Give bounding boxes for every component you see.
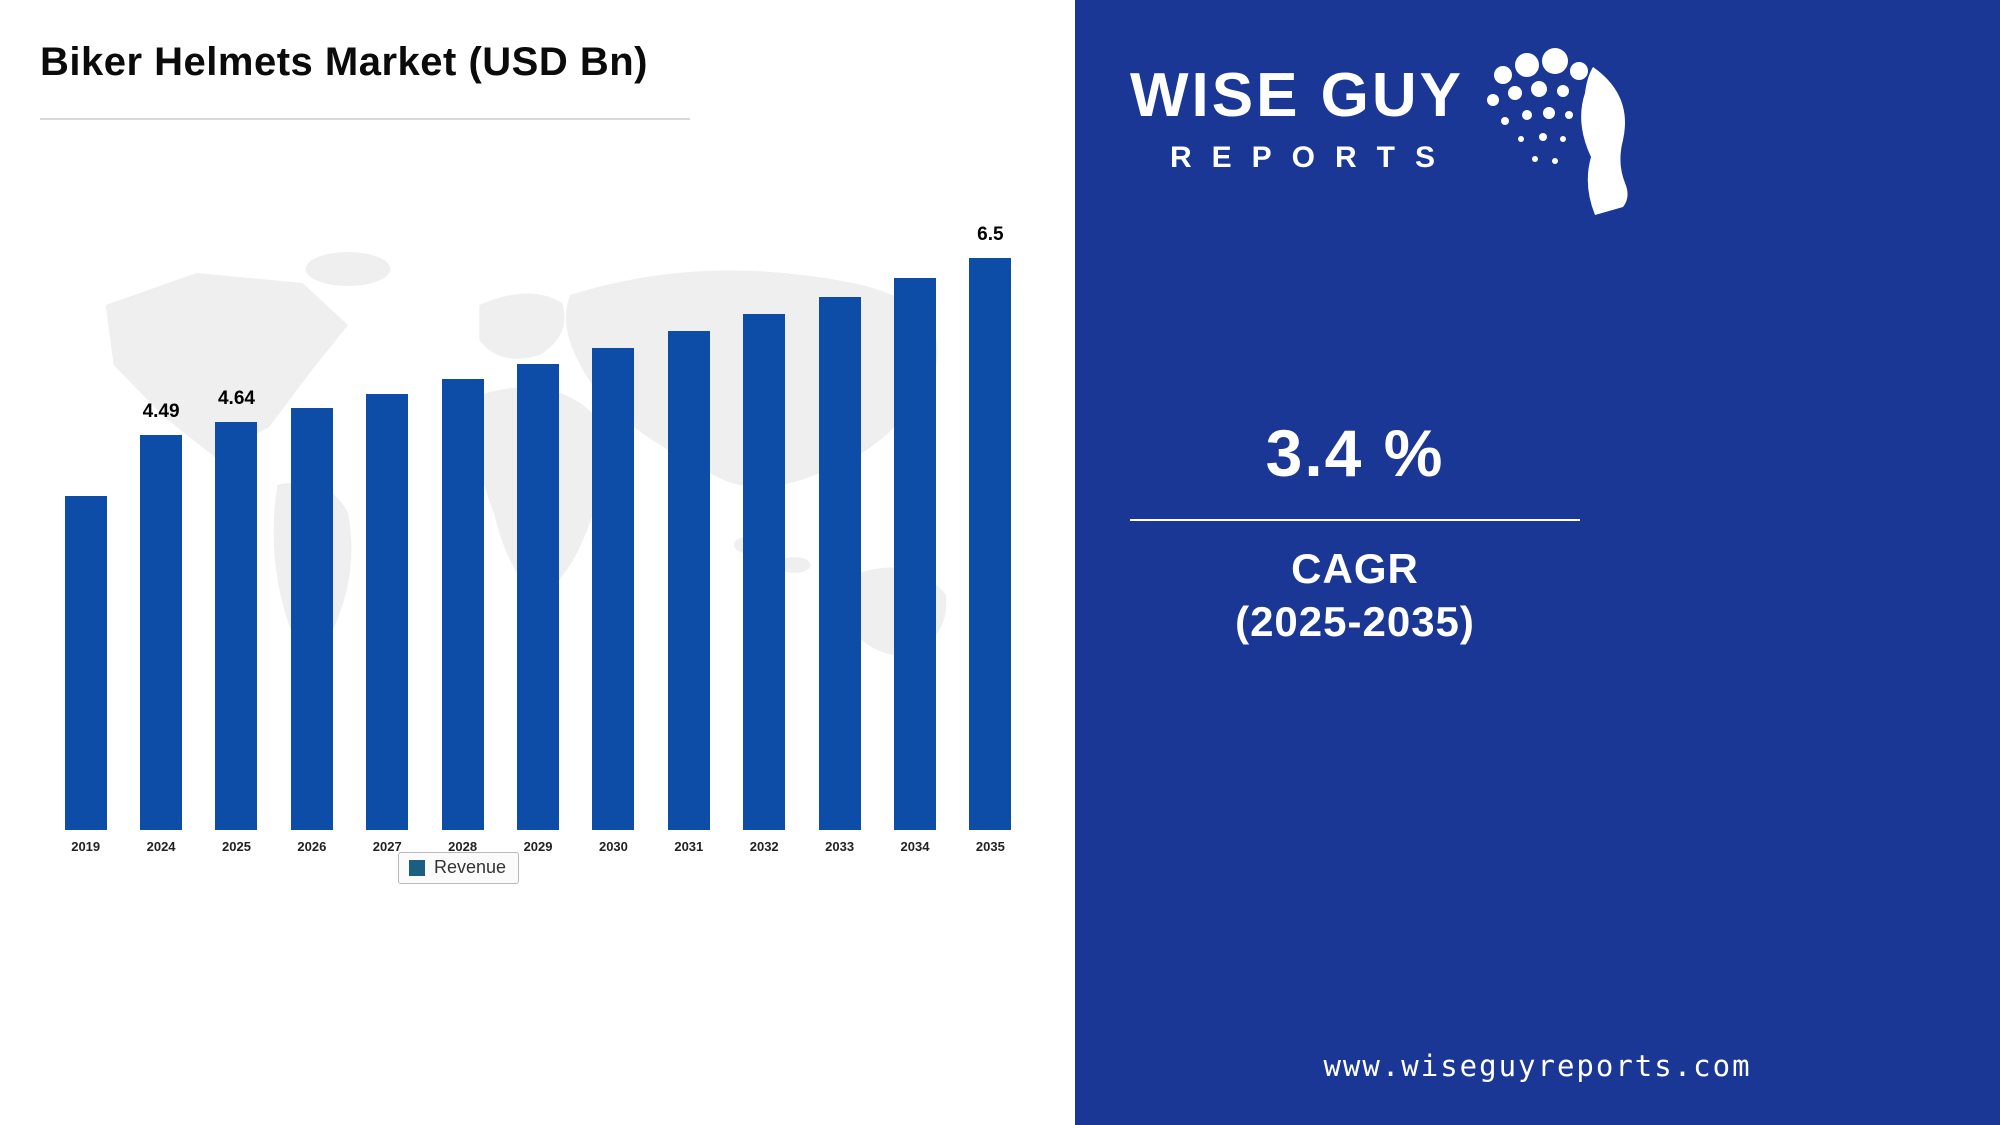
x-axis-label: 2031 — [674, 839, 704, 854]
x-axis-label: 2025 — [222, 839, 251, 854]
bar-column: 4.64 2025 — [199, 214, 274, 854]
bar-column: 2027 — [350, 214, 425, 854]
x-axis-label: 2035 — [975, 839, 1005, 854]
x-axis-label: 2024 — [146, 839, 176, 854]
revenue-bar[interactable] — [215, 422, 258, 830]
revenue-bar[interactable] — [140, 435, 183, 830]
x-axis-label: 2019 — [71, 839, 101, 854]
legend-label: Revenue — [434, 857, 507, 877]
x-axis-label: 2027 — [372, 839, 402, 854]
sidebar: WISE GUY REPORTS — [1075, 0, 2000, 1125]
title-divider — [40, 118, 690, 120]
revenue-bar[interactable] — [366, 394, 409, 830]
bar-column: 2030 — [576, 214, 651, 854]
logo-text-line1: WISE GUY — [1130, 61, 1465, 130]
revenue-bar[interactable] — [667, 331, 710, 830]
revenue-bar[interactable] — [893, 278, 936, 830]
bar-column: 2029 — [500, 214, 575, 854]
bar-value-label: 4.49 — [142, 401, 180, 422]
logo-text-line2: REPORTS — [1170, 141, 1456, 174]
chart-legend[interactable]: Revenue — [398, 852, 520, 884]
bar-value-label: 6.5 — [977, 224, 1004, 245]
revenue-bar[interactable] — [743, 314, 786, 830]
bar-column: 2019 — [48, 214, 123, 854]
x-axis-label: 2026 — [297, 839, 327, 854]
x-axis-label: 2028 — [448, 839, 478, 854]
page-title: Biker Helmets Market (USD Bn) — [40, 40, 648, 84]
bar-column: 2028 — [425, 214, 500, 854]
cagr-block: 3.4 % CAGR (2025-2035) — [1115, 415, 1595, 648]
cagr-value: 3.4 % — [1265, 416, 1445, 490]
x-axis-label: 2029 — [523, 839, 553, 854]
cagr-label: CAGR — [1291, 545, 1419, 592]
bar-column: 2033 — [802, 214, 877, 854]
x-axis-label: 2032 — [749, 839, 779, 854]
chart-panel: Biker Helmets Market (USD Bn) 2019 4.49 20… — [40, 40, 1028, 884]
logo-head-dots-icon — [1487, 48, 1628, 215]
revenue-bar[interactable] — [592, 348, 635, 830]
revenue-bar[interactable] — [818, 297, 861, 830]
revenue-bar[interactable] — [290, 408, 333, 830]
x-axis-label: 2033 — [825, 839, 855, 854]
bar-value-label: 4.64 — [217, 388, 255, 409]
legend-swatch — [409, 859, 425, 876]
bar-column: 2032 — [727, 214, 802, 854]
revenue-bar[interactable] — [64, 496, 107, 830]
cagr-divider — [1130, 519, 1580, 521]
bar-column: 2034 — [877, 214, 952, 854]
revenue-bar[interactable] — [441, 379, 484, 830]
revenue-bar[interactable] — [969, 258, 1012, 830]
bar-column: 4.49 2024 — [123, 214, 198, 854]
plot-area: 2019 4.49 2024 4.64 2025 2026 2027 2028 2029 2030… — [48, 214, 1028, 854]
wise-guy-reports-logo: WISE GUY REPORTS — [1130, 48, 1650, 220]
cagr-period: (2025-2035) — [1235, 597, 1475, 645]
revenue-bar[interactable] — [517, 364, 560, 830]
bar-column: 2026 — [274, 214, 349, 854]
bar-column: 6.5 2035 — [953, 214, 1028, 854]
x-axis-label: 2030 — [598, 839, 628, 854]
website-link[interactable]: www.wiseguyreports.com — [1323, 1049, 1752, 1083]
bar-column: 2031 — [651, 214, 726, 854]
x-axis-label: 2034 — [900, 839, 930, 854]
